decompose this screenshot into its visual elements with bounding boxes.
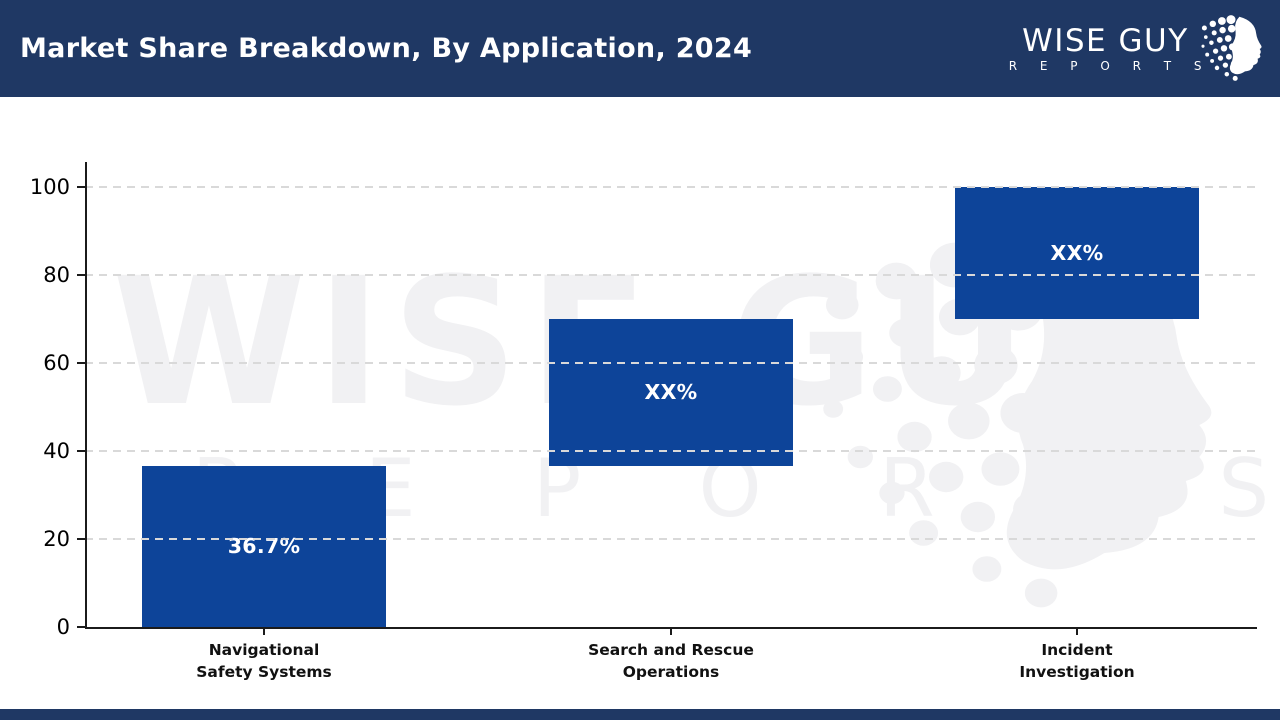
y-tick-label-0: 0 [56,615,70,639]
y-tick-60 [77,362,85,364]
y-tick-0 [77,626,85,628]
y-axis-line [85,162,87,629]
bar-value-label-2: XX% [644,380,698,405]
y-tick-label-80: 80 [43,263,70,287]
y-tick-label-20: 20 [43,527,70,551]
category-label-2: Search and Rescue Operations [588,641,754,681]
header-bar: Market Share Breakdown, By Application, … [0,0,1280,97]
brand-name: WISE GUY [1022,22,1189,59]
y-tick-20 [77,538,85,540]
y-tick-100 [77,186,85,188]
x-tick-3 [1076,629,1078,635]
plot-area: WISE GUY R E P O R T S 0 20 40 60 80 100 36.7%… [0,97,1280,709]
bar-value-label-3: XX% [1050,241,1104,265]
brand-logo-text: WISE GUY R E P O R T S [1009,25,1202,74]
brand-subtitle: R E P O R T S [1008,59,1211,74]
gridline-y100 [85,186,1257,188]
bar-1: 36.7% [142,465,386,627]
y-tick-40 [77,450,85,452]
category-label-1: Navigational Safety Systems [196,641,332,681]
gridline-y60 [85,362,1257,364]
gridline-y80 [85,274,1257,276]
footer-bar [0,709,1280,720]
x-tick-2 [670,629,672,635]
gridline-y20 [85,538,1257,540]
bar-2: XX% [549,319,793,466]
y-tick-80 [77,274,85,276]
y-tick-label-100: 100 [29,175,70,199]
category-label-3: Incident Investigation [1019,641,1135,681]
bar-3: XX% [955,187,1199,319]
dotted-face-icon [1201,15,1262,81]
brand-logo: WISE GUY R E P O R T S [1009,6,1266,92]
page-title: Market Share Breakdown, By Application, … [20,33,753,64]
x-tick-1 [263,629,265,635]
gridline-y40 [85,450,1257,452]
y-tick-label-40: 40 [43,439,70,463]
x-axis-line [85,627,1257,629]
y-tick-label-60: 60 [43,351,70,375]
